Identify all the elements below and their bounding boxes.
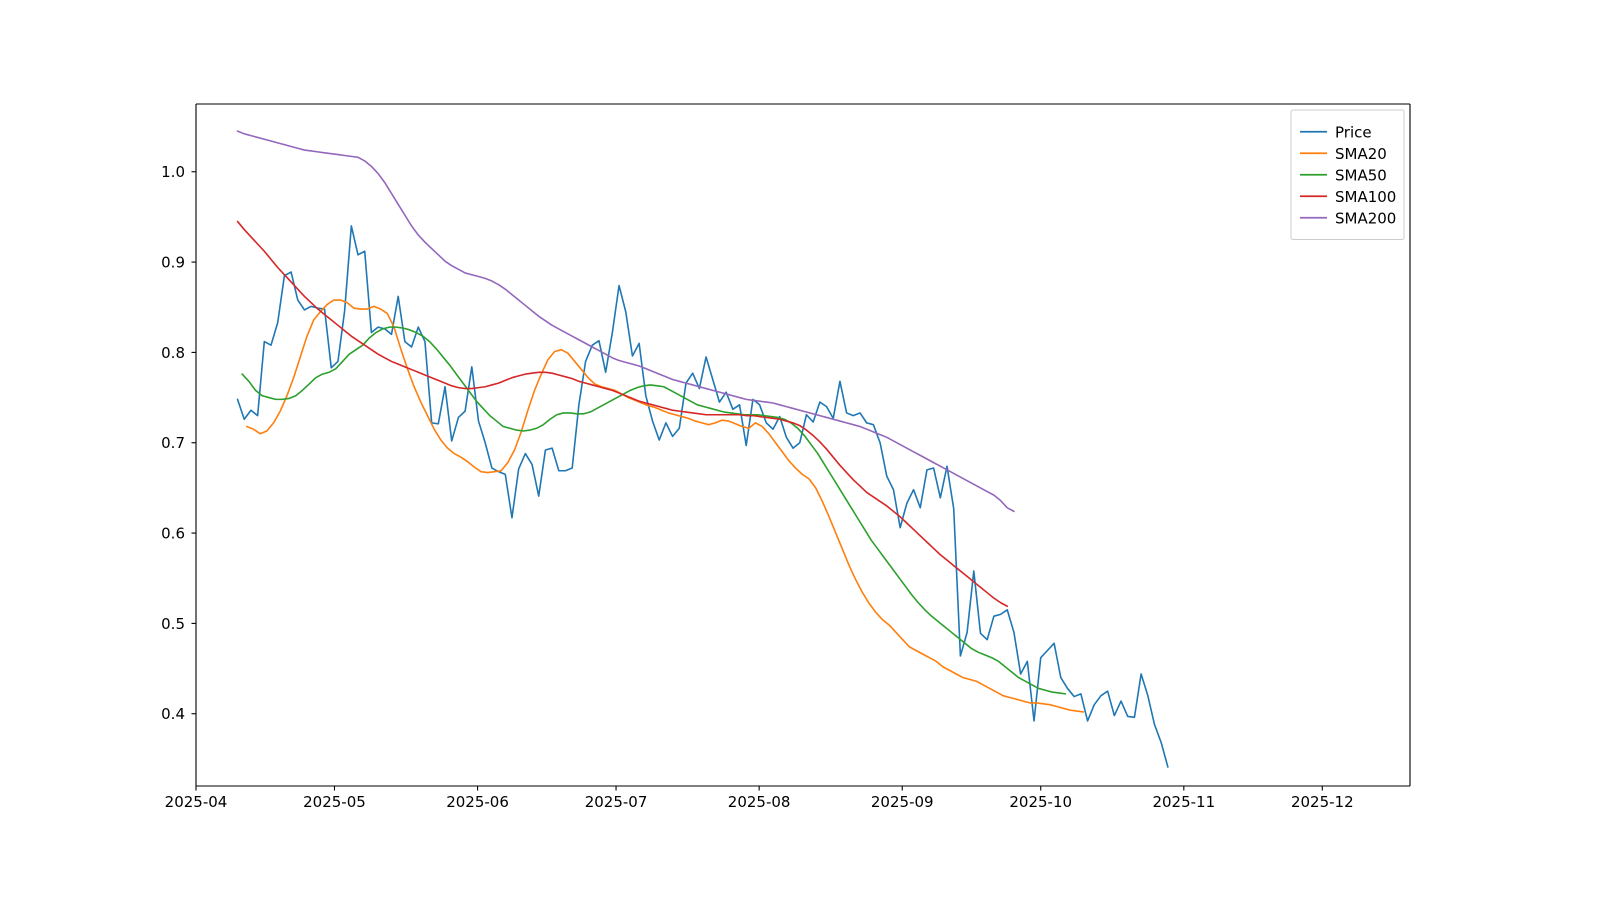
legend-label-price: Price <box>1335 123 1372 141</box>
y-tick-label: 0.9 <box>161 254 185 272</box>
y-tick-label: 0.5 <box>161 615 185 633</box>
legend-label-sma50: SMA50 <box>1335 166 1387 184</box>
x-tick-label: 2025-05 <box>303 793 366 811</box>
data-series-group <box>236 130 1169 768</box>
chart-legend: Price SMA20 SMA50 SMA100 SMA200 <box>1290 109 1405 240</box>
series-line-sma100 <box>236 220 1009 608</box>
axes-spines <box>195 103 1411 787</box>
legend-label-sma20: SMA20 <box>1335 145 1387 163</box>
x-tick-label: 2025-04 <box>165 793 228 811</box>
x-tick-label: 2025-11 <box>1152 793 1215 811</box>
series-line-sma20 <box>245 299 1085 713</box>
x-tick-label: 2025-06 <box>446 793 509 811</box>
x-tick-label: 2025-07 <box>585 793 648 811</box>
series-line-sma50 <box>241 326 1067 695</box>
x-tick-label: 2025-12 <box>1291 793 1354 811</box>
y-tick-label: 1.0 <box>161 163 185 181</box>
x-tick-label: 2025-09 <box>871 793 934 811</box>
legend-label-sma200: SMA200 <box>1335 209 1396 227</box>
series-line-price <box>236 225 1169 768</box>
legend-label-sma100: SMA100 <box>1335 188 1396 206</box>
x-axis-ticks: 2025-04 2025-05 2025-06 2025-07 2025-08 2025-… <box>165 786 1354 811</box>
x-tick-label: 2025-10 <box>1009 793 1072 811</box>
series-line-sma200 <box>236 130 1015 513</box>
legend-background <box>1290 109 1405 240</box>
y-tick-label: 0.8 <box>161 344 185 362</box>
x-tick-label: 2025-08 <box>728 793 791 811</box>
y-tick-label: 0.6 <box>161 525 185 543</box>
y-tick-label: 0.4 <box>161 705 185 723</box>
y-axis-ticks: 0.4 0.5 0.6 0.7 0.8 0.9 1.0 <box>161 163 196 723</box>
y-tick-label: 0.7 <box>161 434 185 452</box>
